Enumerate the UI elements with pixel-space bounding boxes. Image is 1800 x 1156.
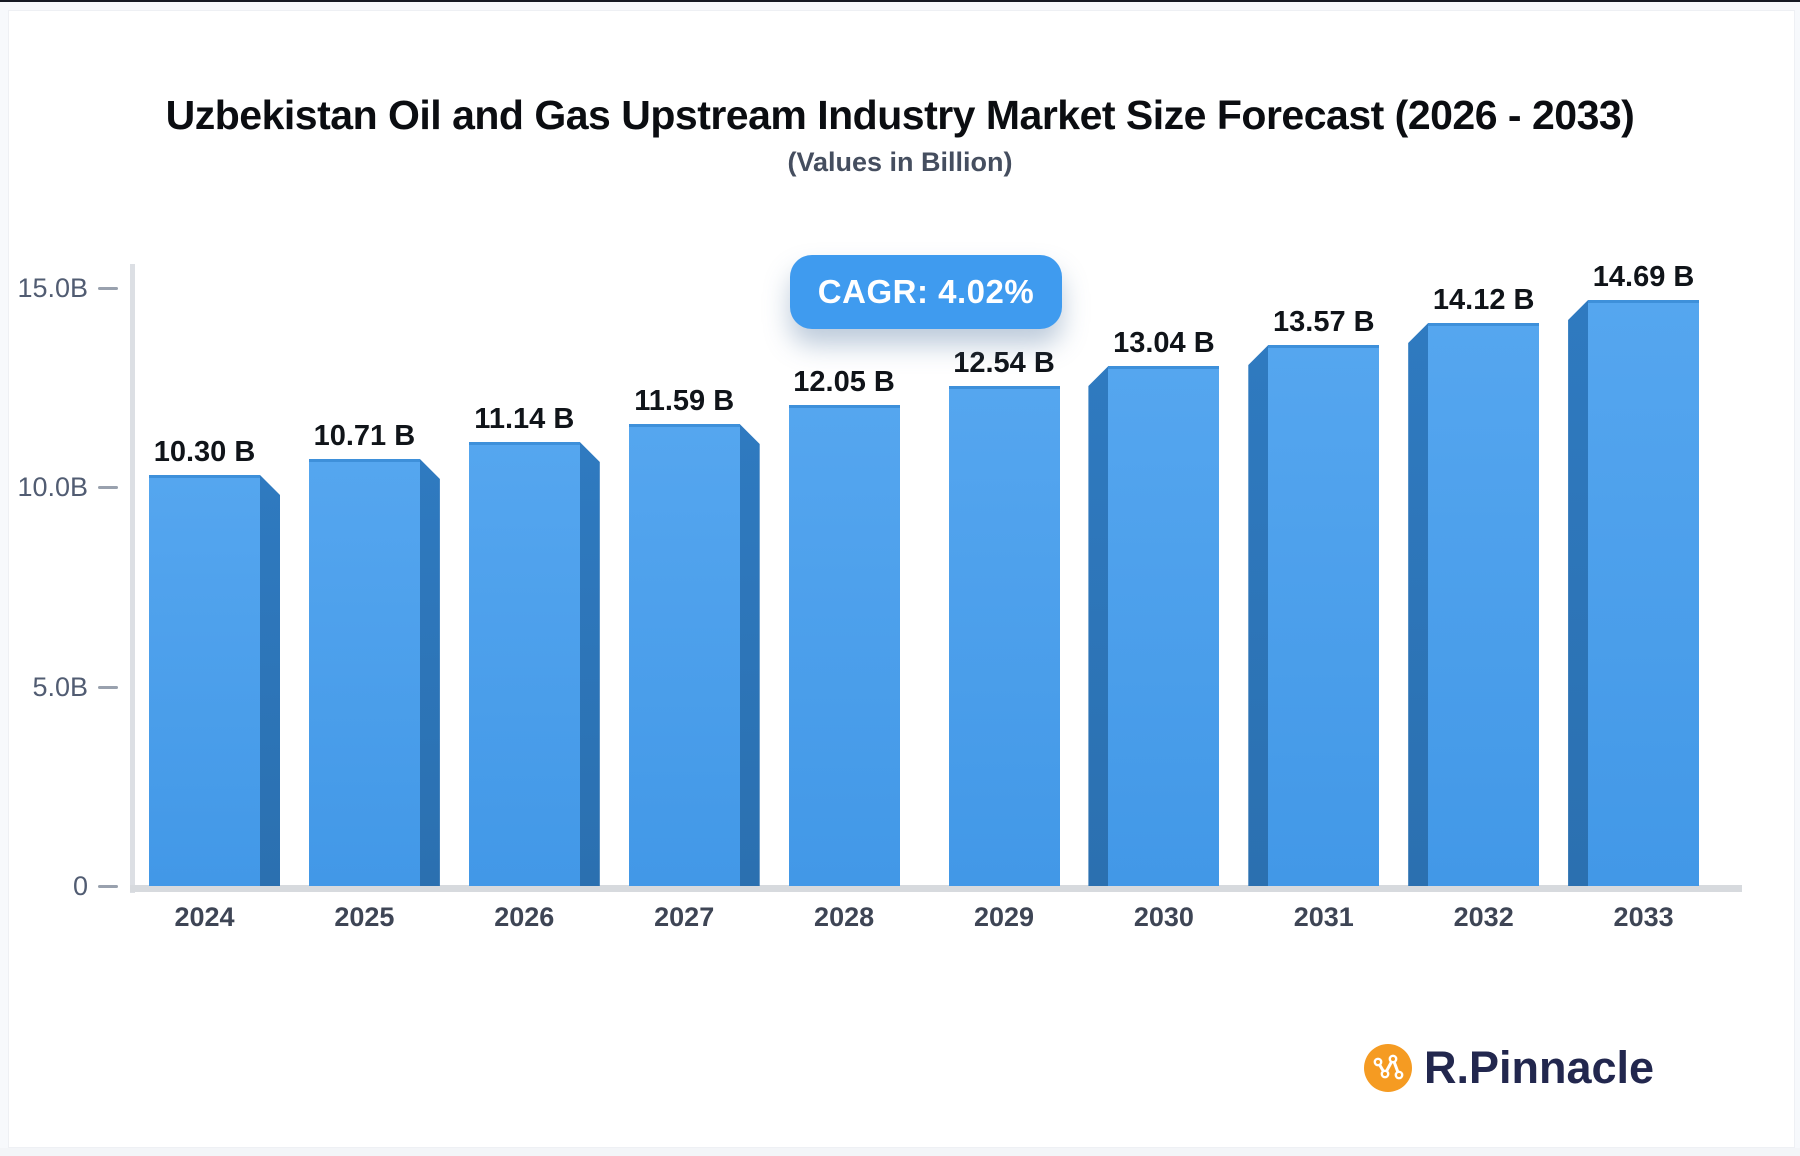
bar-2028 xyxy=(788,405,900,886)
y-axis-label: 5.0B xyxy=(32,671,88,702)
bar-side-face xyxy=(419,459,440,886)
bar-2024 xyxy=(149,475,260,886)
bar-side-face xyxy=(1568,300,1589,886)
chart-subtitle: (Values in Billion) xyxy=(787,147,1013,177)
bar-side-face xyxy=(260,475,280,886)
y-axis-tick xyxy=(98,486,118,489)
bar-value-label: 11.59 B xyxy=(634,385,735,417)
bar-value-label: 13.04 B xyxy=(1113,327,1215,359)
bar-side-face xyxy=(1408,323,1429,886)
bar-side-face xyxy=(1088,366,1109,886)
bar-side-face xyxy=(579,442,600,886)
bar-value-label: 14.69 B xyxy=(1592,261,1695,293)
bar-2030 xyxy=(1108,366,1220,886)
x-axis-label: 2027 xyxy=(654,902,715,932)
x-axis-label: 2028 xyxy=(814,902,875,932)
bar-2033 xyxy=(1588,300,1700,886)
bar-2031 xyxy=(1268,345,1380,886)
bar-side-face xyxy=(739,424,760,886)
bar-2029 xyxy=(948,386,1060,886)
window-top-edge xyxy=(0,0,1800,2)
x-axis-label: 2026 xyxy=(494,902,555,932)
bar-2032 xyxy=(1428,323,1540,886)
y-axis-label: 0 xyxy=(72,871,88,901)
bar-2026 xyxy=(468,442,580,886)
window-bottom-edge xyxy=(0,1148,1800,1156)
x-axis-label: 2029 xyxy=(973,902,1035,932)
y-axis-tick xyxy=(98,885,118,888)
chart-title: Uzbekistan Oil and Gas Upstream Industry… xyxy=(165,92,1635,138)
x-axis-label: 2032 xyxy=(1453,902,1514,932)
y-axis-line xyxy=(130,264,135,893)
bar-value-label: 12.05 B xyxy=(793,366,895,398)
network-nodes-icon xyxy=(1364,1044,1412,1092)
x-axis-label: 2030 xyxy=(1133,902,1194,932)
x-axis-line xyxy=(130,885,1742,892)
bar-side-face xyxy=(1248,345,1269,886)
cagr-badge-label: CAGR: 4.02% xyxy=(817,273,1035,310)
bar-value-label: 14.12 B xyxy=(1432,284,1535,316)
cagr-badge: CAGR: 4.02% xyxy=(790,255,1062,329)
y-axis-label: 15.0B xyxy=(17,272,88,303)
y-axis-tick xyxy=(98,286,118,290)
bar-value-label: 13.57 B xyxy=(1273,306,1375,338)
bar-value-label: 11.14 B xyxy=(474,403,575,435)
brand-logo: R.Pinnacle xyxy=(1364,1040,1654,1096)
x-axis-label: 2024 xyxy=(174,902,235,932)
bar-2027 xyxy=(628,424,740,886)
y-axis-tick xyxy=(98,685,118,689)
x-axis-label: 2031 xyxy=(1293,902,1354,932)
bar-value-label: 10.30 B xyxy=(153,436,256,468)
y-axis-label: 10.0B xyxy=(17,472,88,502)
x-axis-label: 2025 xyxy=(334,902,395,932)
bar-value-label: 12.54 B xyxy=(953,347,1055,379)
bar-value-label: 10.71 B xyxy=(313,420,416,452)
x-axis-label: 2033 xyxy=(1613,902,1674,932)
brand-name: R.Pinnacle xyxy=(1424,1042,1655,1093)
bar-2025 xyxy=(308,459,420,886)
